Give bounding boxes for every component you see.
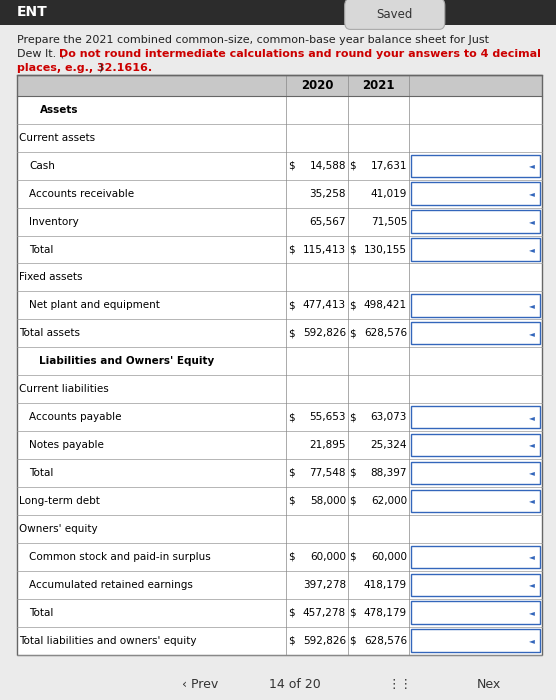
Circle shape [53,8,65,23]
Text: $: $ [288,328,295,338]
Text: 55,653: 55,653 [309,412,346,422]
Text: $: $ [349,636,356,645]
Text: ◄: ◄ [529,412,535,421]
Text: $: $ [288,496,295,506]
Text: 115,413: 115,413 [302,244,346,255]
Text: ): ) [98,63,102,73]
Text: Inventory: Inventory [29,216,79,227]
Text: ◄: ◄ [529,329,535,338]
Text: $: $ [288,412,295,422]
Text: 14 of 20: 14 of 20 [269,678,321,691]
Text: 592,826: 592,826 [302,328,346,338]
Text: Current assets: Current assets [19,133,96,143]
Text: 418,179: 418,179 [364,580,407,589]
Text: $: $ [349,161,356,171]
Text: 62,000: 62,000 [371,496,407,506]
Text: 71,505: 71,505 [371,216,407,227]
Text: Nex: Nex [477,678,502,691]
Text: Current liabilities: Current liabilities [19,384,109,394]
Text: 41,019: 41,019 [371,189,407,199]
Text: 628,576: 628,576 [364,328,407,338]
Text: $: $ [349,300,356,310]
Text: ‹ Prev: ‹ Prev [182,678,219,691]
Text: 628,576: 628,576 [364,636,407,645]
Text: 25,324: 25,324 [370,440,407,450]
Text: 60,000: 60,000 [310,552,346,561]
Text: Assets: Assets [39,105,78,115]
Text: Total liabilities and owners' equity: Total liabilities and owners' equity [19,636,197,645]
Text: $: $ [349,244,356,255]
Text: Total: Total [29,608,54,617]
Text: 77,548: 77,548 [309,468,346,478]
Text: 498,421: 498,421 [364,300,407,310]
Text: Owners' equity: Owners' equity [19,524,98,534]
Text: ⋮⋮: ⋮⋮ [388,678,413,691]
Text: places, e.g., 32.1616.: places, e.g., 32.1616. [17,63,152,73]
Text: ◄: ◄ [529,608,535,617]
Text: 14,588: 14,588 [309,161,346,171]
Text: 58,000: 58,000 [310,496,346,506]
Text: 592,826: 592,826 [302,636,346,645]
Text: i: i [57,11,61,21]
Text: $: $ [288,244,295,255]
Text: Long-term debt: Long-term debt [19,496,100,506]
Text: ◄: ◄ [529,636,535,645]
Text: ◄: ◄ [529,217,535,226]
Text: Cash: Cash [29,161,56,171]
Text: 397,278: 397,278 [302,580,346,589]
Text: Saved: Saved [376,8,413,20]
Text: Fixed assets: Fixed assets [19,272,83,282]
Text: Notes payable: Notes payable [29,440,105,450]
Text: $: $ [288,552,295,561]
Text: $: $ [288,468,295,478]
Text: $: $ [349,496,356,506]
Text: 21,895: 21,895 [309,440,346,450]
Text: Liabilities and Owners' Equity: Liabilities and Owners' Equity [39,356,215,366]
Text: ◄: ◄ [529,301,535,310]
Text: $: $ [288,608,295,617]
Text: 63,073: 63,073 [371,412,407,422]
Text: 65,567: 65,567 [309,216,346,227]
Text: 478,179: 478,179 [364,608,407,617]
Text: 2020: 2020 [301,79,333,92]
Text: $: $ [349,412,356,422]
Text: ◄: ◄ [529,245,535,254]
Text: ◄: ◄ [529,468,535,477]
Text: Accumulated retained earnings: Accumulated retained earnings [29,580,193,589]
Text: $: $ [349,468,356,478]
Text: ◄: ◄ [529,440,535,449]
Text: $: $ [288,636,295,645]
Text: ◄: ◄ [529,580,535,589]
Text: ◄: ◄ [529,189,535,198]
Text: 477,413: 477,413 [302,300,346,310]
Text: 2021: 2021 [362,79,394,92]
Text: ENT: ENT [17,5,47,19]
Text: $: $ [349,328,356,338]
Text: ◄: ◄ [529,552,535,561]
Text: 130,155: 130,155 [364,244,407,255]
Text: Common stock and paid-in surplus: Common stock and paid-in surplus [29,552,211,561]
Text: 17,631: 17,631 [370,161,407,171]
Text: Total: Total [29,244,54,255]
Text: Total: Total [29,468,54,478]
Text: Accounts receivable: Accounts receivable [29,189,135,199]
Text: 60,000: 60,000 [371,552,407,561]
Text: 88,397: 88,397 [370,468,407,478]
Text: $: $ [349,608,356,617]
Text: Prepare the 2021 combined common-size, common-base year balance sheet for Just: Prepare the 2021 combined common-size, c… [17,35,489,45]
Text: ◄: ◄ [529,496,535,505]
Text: $: $ [349,552,356,561]
Text: Accounts payable: Accounts payable [29,412,122,422]
Text: Total assets: Total assets [19,328,81,338]
Text: Do not round intermediate calculations and round your answers to 4 decimal: Do not round intermediate calculations a… [59,49,542,59]
Text: Dew It. (: Dew It. ( [17,49,64,59]
Text: ◄: ◄ [529,161,535,170]
Text: Net plant and equipment: Net plant and equipment [29,300,160,310]
Text: $: $ [288,300,295,310]
Text: 35,258: 35,258 [309,189,346,199]
Text: 457,278: 457,278 [302,608,346,617]
Text: $: $ [288,161,295,171]
